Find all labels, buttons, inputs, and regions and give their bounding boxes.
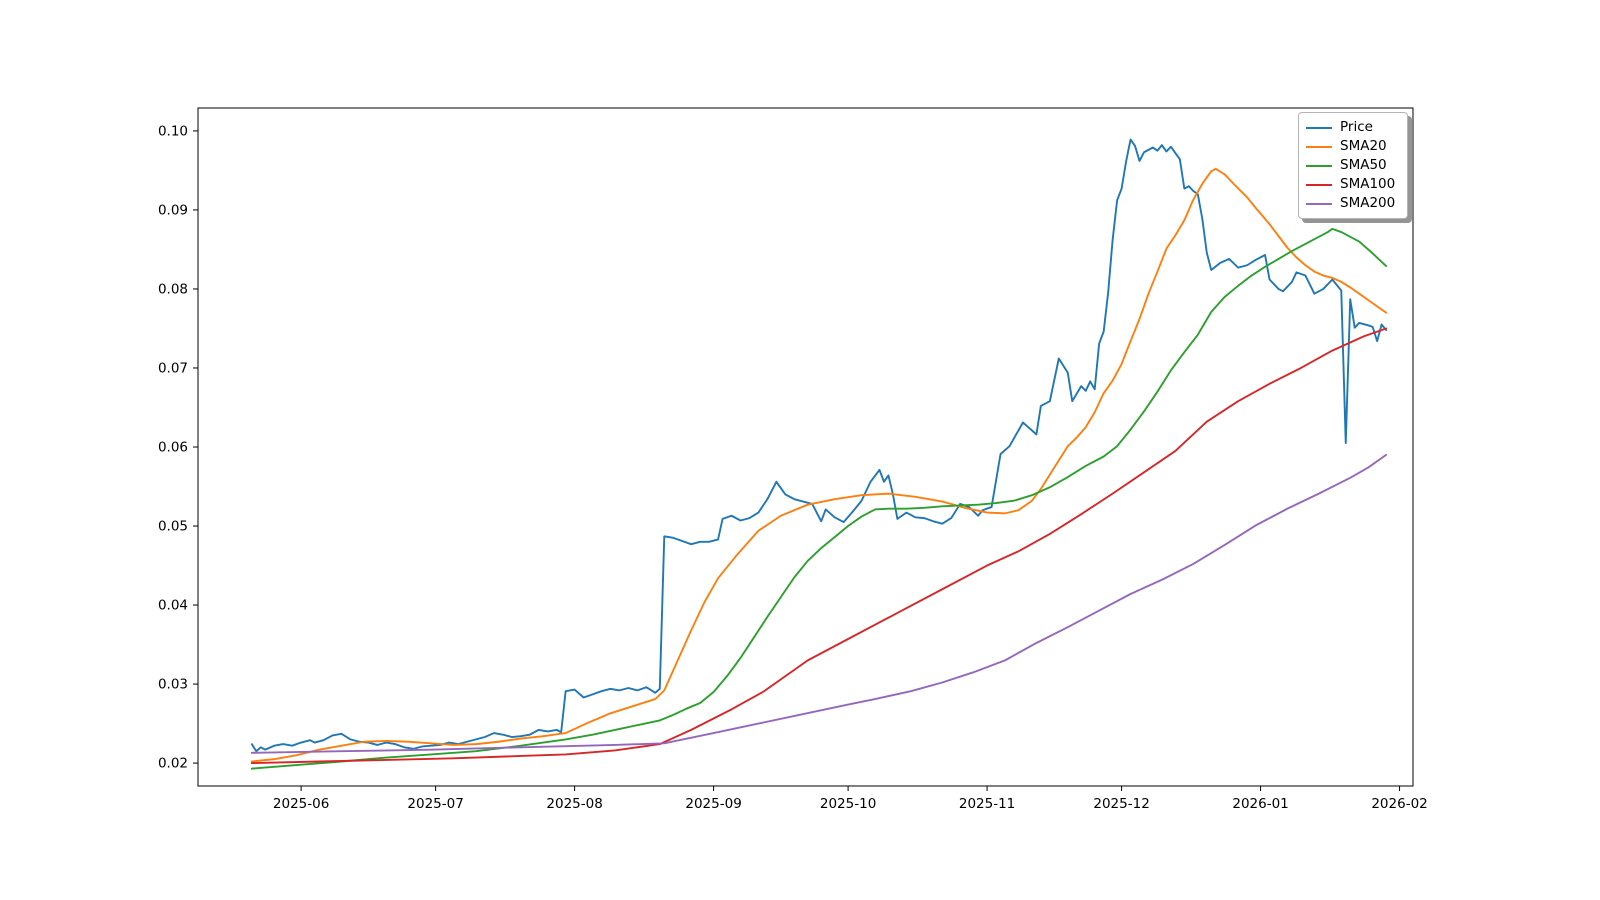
y-tick-label: 0.09 [158, 202, 188, 218]
sma20-legend-swatch [1306, 145, 1332, 148]
x-tick-label: 2025-09 [685, 796, 741, 812]
x-tick-label: 2025-08 [546, 796, 602, 812]
x-tick-label: 2026-02 [1371, 796, 1427, 812]
legend-label: Price [1340, 118, 1373, 135]
plot-border [197, 107, 1414, 787]
x-tick-label: 2025-10 [820, 796, 876, 812]
legend-item-sma20: SMA20 [1306, 137, 1398, 156]
legend-item-price: Price [1306, 118, 1398, 137]
x-tick-label: 2025-11 [959, 796, 1015, 812]
y-tick-label: 0.06 [158, 440, 188, 456]
sma100-legend-swatch [1306, 183, 1332, 186]
x-tick-label: 2025-12 [1093, 796, 1149, 812]
legend-item-sma200: SMA200 [1306, 194, 1398, 213]
legend-label: SMA200 [1340, 194, 1396, 211]
price-line [250, 138, 1388, 753]
y-tick-label: 0.08 [158, 281, 188, 297]
sma20-line [250, 167, 1388, 763]
x-tick-label: 2025-06 [273, 796, 329, 812]
x-tick-label: 2026-01 [1232, 796, 1288, 812]
y-tick-label: 0.02 [158, 756, 188, 772]
legend-label: SMA100 [1340, 175, 1396, 192]
legend: Price SMA20 SMA50 SMA100 SMA200 [1298, 112, 1408, 219]
y-tick-label: 0.05 [158, 519, 188, 535]
y-tick-label: 0.04 [158, 598, 188, 614]
price-legend-swatch [1306, 126, 1332, 129]
sma200-line [250, 453, 1388, 754]
legend-item-sma50: SMA50 [1306, 156, 1398, 175]
y-tick-label: 0.03 [158, 677, 188, 693]
sma100-line [250, 327, 1388, 765]
y-tick-label: 0.10 [158, 123, 188, 139]
legend-item-sma100: SMA100 [1306, 175, 1398, 194]
sma50-legend-swatch [1306, 164, 1332, 167]
sma50-line [250, 227, 1388, 770]
y-tick-label: 0.07 [158, 360, 188, 376]
legend-label: SMA20 [1340, 137, 1387, 154]
x-tick-label: 2025-07 [407, 796, 463, 812]
legend-label: SMA50 [1340, 156, 1387, 173]
sma200-legend-swatch [1306, 202, 1332, 205]
